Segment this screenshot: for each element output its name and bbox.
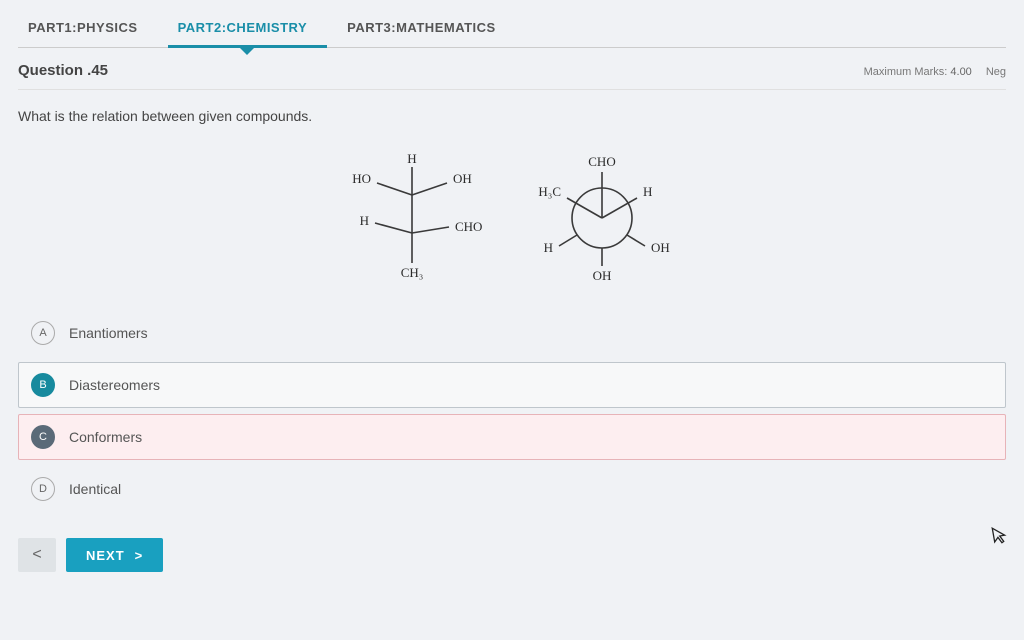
mol-right-bottom: OH	[593, 268, 612, 283]
molecule-left: H HO OH H CHO CH₃	[337, 145, 487, 285]
mol-left-bottom: CH₃	[401, 265, 424, 280]
molecule-figure: H HO OH H CHO CH₃ CHO	[18, 134, 1006, 304]
quiz-container: PART1:PHYSICS PART2:CHEMISTRY PART3:MATH…	[0, 0, 1024, 586]
mol-left-topright: OH	[453, 171, 472, 186]
tab-label: PART3:MATHEMATICS	[347, 20, 496, 35]
marks-label: Maximum Marks:	[864, 66, 948, 78]
marks-block: Maximum Marks: 4.00 Neg	[864, 66, 1006, 78]
tab-mathematics[interactable]: PART3:MATHEMATICS	[337, 10, 516, 47]
part-tabs: PART1:PHYSICS PART2:CHEMISTRY PART3:MATH…	[18, 10, 1006, 48]
option-c-text: Conformers	[69, 429, 142, 445]
tab-physics[interactable]: PART1:PHYSICS	[18, 10, 158, 47]
option-c-bubble: C	[31, 425, 55, 449]
mol-left-top: H	[407, 151, 416, 166]
prev-button[interactable]: <	[18, 538, 56, 572]
option-b-text: Diastereomers	[69, 377, 160, 393]
option-a[interactable]: A Enantiomers	[18, 310, 1006, 356]
chevron-right-icon: >	[135, 548, 144, 563]
mol-right-topleft: H₃C	[538, 184, 561, 199]
tab-label: PART1:PHYSICS	[28, 20, 138, 35]
chevron-left-icon: <	[32, 546, 41, 564]
option-d[interactable]: D Identical	[18, 466, 1006, 512]
option-d-text: Identical	[69, 481, 121, 497]
neg-label: Neg	[986, 66, 1006, 78]
question-header: Question .45 Maximum Marks: 4.00 Neg	[18, 48, 1006, 90]
option-a-text: Enantiomers	[69, 325, 148, 341]
mol-right-left: H	[544, 240, 553, 255]
mol-right-top: CHO	[588, 154, 615, 169]
option-b[interactable]: B Diastereomers	[18, 362, 1006, 408]
option-c[interactable]: C Conformers	[18, 414, 1006, 460]
option-b-bubble: B	[31, 373, 55, 397]
question-prompt: What is the relation between given compo…	[18, 90, 1006, 134]
mol-right-topright: H	[643, 184, 652, 199]
marks-value: 4.00	[950, 66, 971, 78]
footer-nav: < NEXT >	[18, 524, 1006, 586]
question-number: Question .45	[18, 62, 108, 79]
option-a-bubble: A	[31, 321, 55, 345]
mol-right-right: OH	[651, 240, 670, 255]
tab-chemistry[interactable]: PART2:CHEMISTRY	[168, 10, 328, 47]
option-d-bubble: D	[31, 477, 55, 501]
mol-left-left: H	[360, 213, 369, 228]
active-tab-arrow-icon	[240, 48, 254, 55]
mol-left-right: CHO	[455, 219, 482, 234]
mol-left-topleft: HO	[352, 171, 371, 186]
molecule-right: CHO H₃C H H OH OH	[517, 140, 687, 290]
options-list: A Enantiomers B Diastereomers C Conforme…	[18, 304, 1006, 524]
next-button[interactable]: NEXT >	[66, 538, 163, 572]
tab-label: PART2:CHEMISTRY	[178, 20, 308, 35]
next-label: NEXT	[86, 548, 125, 563]
